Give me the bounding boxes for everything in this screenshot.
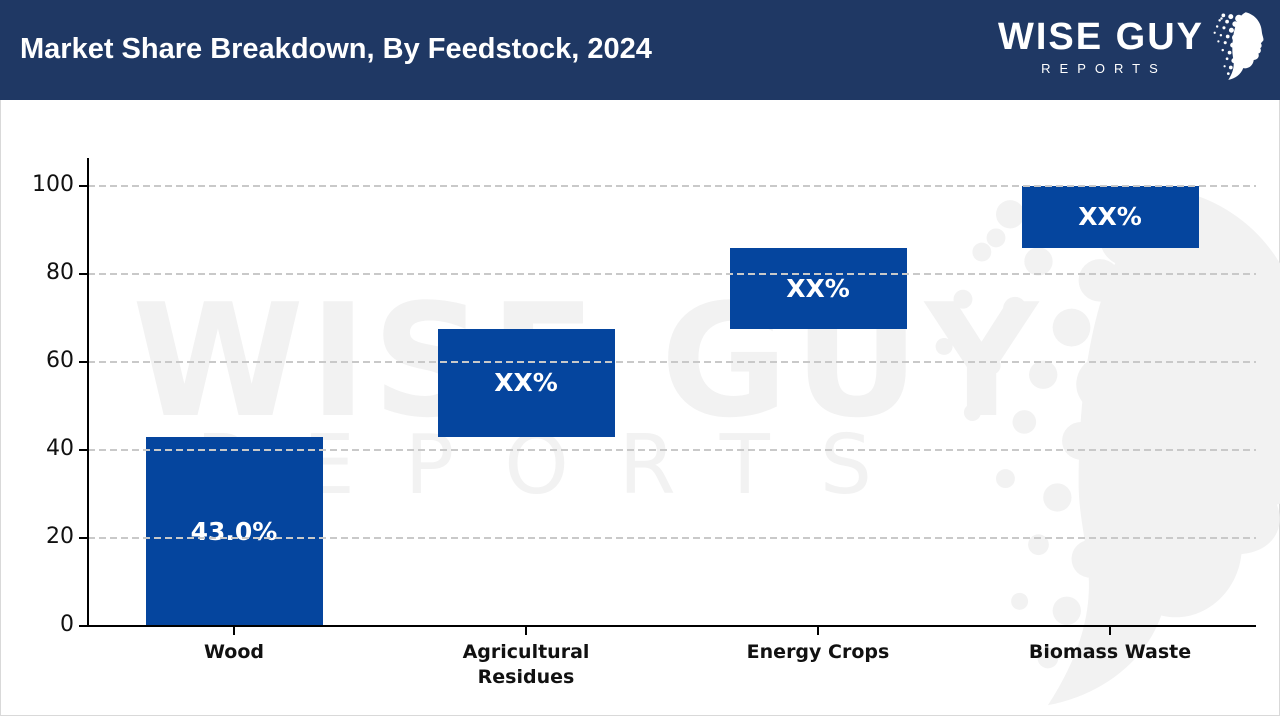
ytick-label-80: 80 (46, 260, 74, 285)
y-axis-spine (87, 158, 89, 627)
ytick-mark-60 (79, 361, 88, 363)
category-label-energy-crops: Energy Crops (746, 641, 890, 663)
ytick-label-20: 20 (46, 524, 74, 549)
page-title: Market Share Breakdown, By Feedstock, 20… (20, 32, 652, 65)
wiseguy-face-watermark (935, 190, 1280, 706)
wiseguy-face-icon (1213, 12, 1264, 80)
gridline-40 (88, 449, 1256, 451)
category-label-agricultural-residues: Agricultural Residues (462, 641, 590, 688)
category-label-wood: Wood (204, 641, 264, 663)
gridline-100 (88, 185, 1256, 187)
bar-agricultural-residues: XX% (437, 329, 615, 437)
ytick-label-40: 40 (46, 436, 74, 461)
ytick-mark-20 (79, 537, 88, 539)
bar-wood: 43.0% (145, 436, 323, 626)
logo-reports-label: REPORTS (1041, 60, 1167, 76)
ytick-mark-0 (79, 625, 88, 627)
xtick-mark-agricultural-residues (525, 627, 527, 635)
gridline-80 (88, 273, 1256, 275)
wiseguy-logo: WISE GUY REPORTS (998, 9, 1268, 85)
logo-wiseguy-label: WISE GUY (997, 16, 1204, 59)
xtick-mark-wood (233, 627, 235, 635)
ytick-mark-40 (79, 449, 88, 451)
gridline-60 (88, 361, 1256, 363)
ytick-mark-100 (79, 185, 88, 187)
gridline-20 (88, 537, 1256, 539)
bar-value-label-energy-crops: XX% (786, 273, 850, 303)
x-axis-spine (87, 625, 1256, 627)
ytick-mark-80 (79, 273, 88, 275)
xtick-mark-energy-crops (817, 627, 819, 635)
xtick-mark-biomass-waste (1109, 627, 1111, 635)
ytick-label-0: 0 (60, 612, 74, 637)
bar-biomass-waste: XX% (1021, 186, 1199, 248)
bar-value-label-biomass-waste: XX% (1078, 202, 1142, 232)
ytick-label-100: 100 (32, 172, 74, 197)
header-bar: Market Share Breakdown, By Feedstock, 20… (0, 0, 1280, 100)
bar-value-label-wood: 43.0% (190, 516, 278, 546)
ytick-label-60: 60 (46, 348, 74, 373)
bar-energy-crops: XX% (729, 247, 907, 329)
bar-value-label-agricultural-residues: XX% (494, 368, 558, 398)
category-label-biomass-waste: Biomass Waste (1028, 641, 1192, 663)
wiseguy-logo-text: WISE GUY REPORTS (997, 16, 1204, 76)
